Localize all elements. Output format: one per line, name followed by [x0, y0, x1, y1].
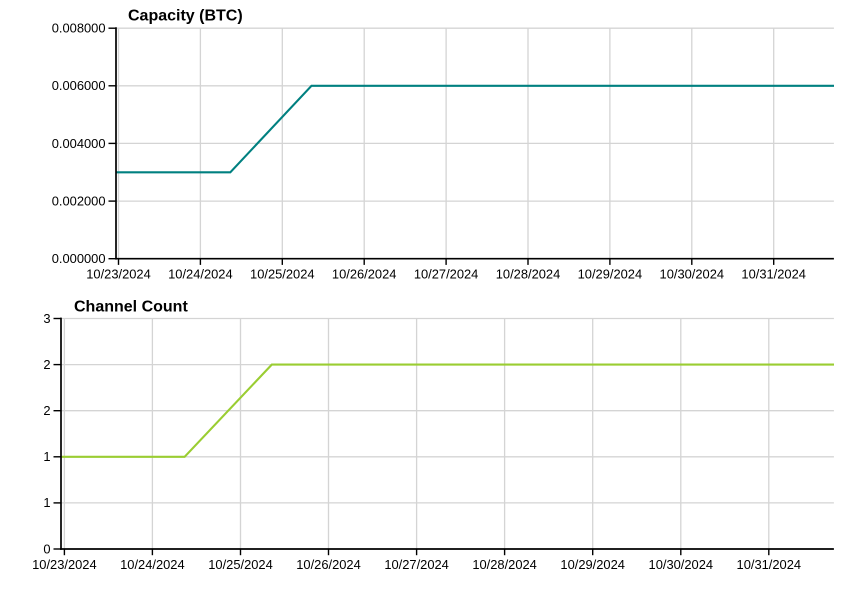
svg-text:0.006000: 0.006000 — [52, 78, 106, 93]
svg-text:2: 2 — [43, 403, 50, 418]
svg-text:0.002000: 0.002000 — [52, 193, 106, 208]
svg-text:Channel Count: Channel Count — [74, 299, 188, 316]
svg-text:10/28/2024: 10/28/2024 — [472, 557, 537, 572]
svg-text:10/28/2024: 10/28/2024 — [496, 267, 561, 282]
svg-text:10/24/2024: 10/24/2024 — [168, 267, 233, 282]
svg-text:0.004000: 0.004000 — [52, 136, 106, 151]
svg-text:2: 2 — [43, 357, 50, 372]
svg-text:0: 0 — [43, 541, 50, 556]
svg-text:10/27/2024: 10/27/2024 — [384, 557, 449, 572]
svg-text:1: 1 — [43, 449, 50, 464]
svg-text:Capacity (BTC): Capacity (BTC) — [128, 7, 243, 24]
svg-text:1: 1 — [43, 495, 50, 510]
svg-text:0.008000: 0.008000 — [52, 21, 106, 36]
svg-text:10/26/2024: 10/26/2024 — [332, 267, 397, 282]
svg-text:10/26/2024: 10/26/2024 — [296, 557, 361, 572]
svg-text:10/31/2024: 10/31/2024 — [737, 557, 802, 572]
svg-text:10/31/2024: 10/31/2024 — [741, 267, 806, 282]
svg-text:10/23/2024: 10/23/2024 — [86, 267, 151, 282]
svg-text:10/27/2024: 10/27/2024 — [414, 267, 479, 282]
svg-text:10/30/2024: 10/30/2024 — [649, 557, 714, 572]
svg-text:10/25/2024: 10/25/2024 — [250, 267, 315, 282]
svg-text:10/29/2024: 10/29/2024 — [560, 557, 625, 572]
svg-text:10/23/2024: 10/23/2024 — [32, 557, 97, 572]
svg-text:0.000000: 0.000000 — [52, 251, 106, 266]
svg-text:10/24/2024: 10/24/2024 — [120, 557, 185, 572]
svg-text:3: 3 — [43, 311, 50, 326]
svg-text:10/30/2024: 10/30/2024 — [660, 267, 725, 282]
svg-text:10/29/2024: 10/29/2024 — [578, 267, 643, 282]
svg-text:10/25/2024: 10/25/2024 — [208, 557, 273, 572]
